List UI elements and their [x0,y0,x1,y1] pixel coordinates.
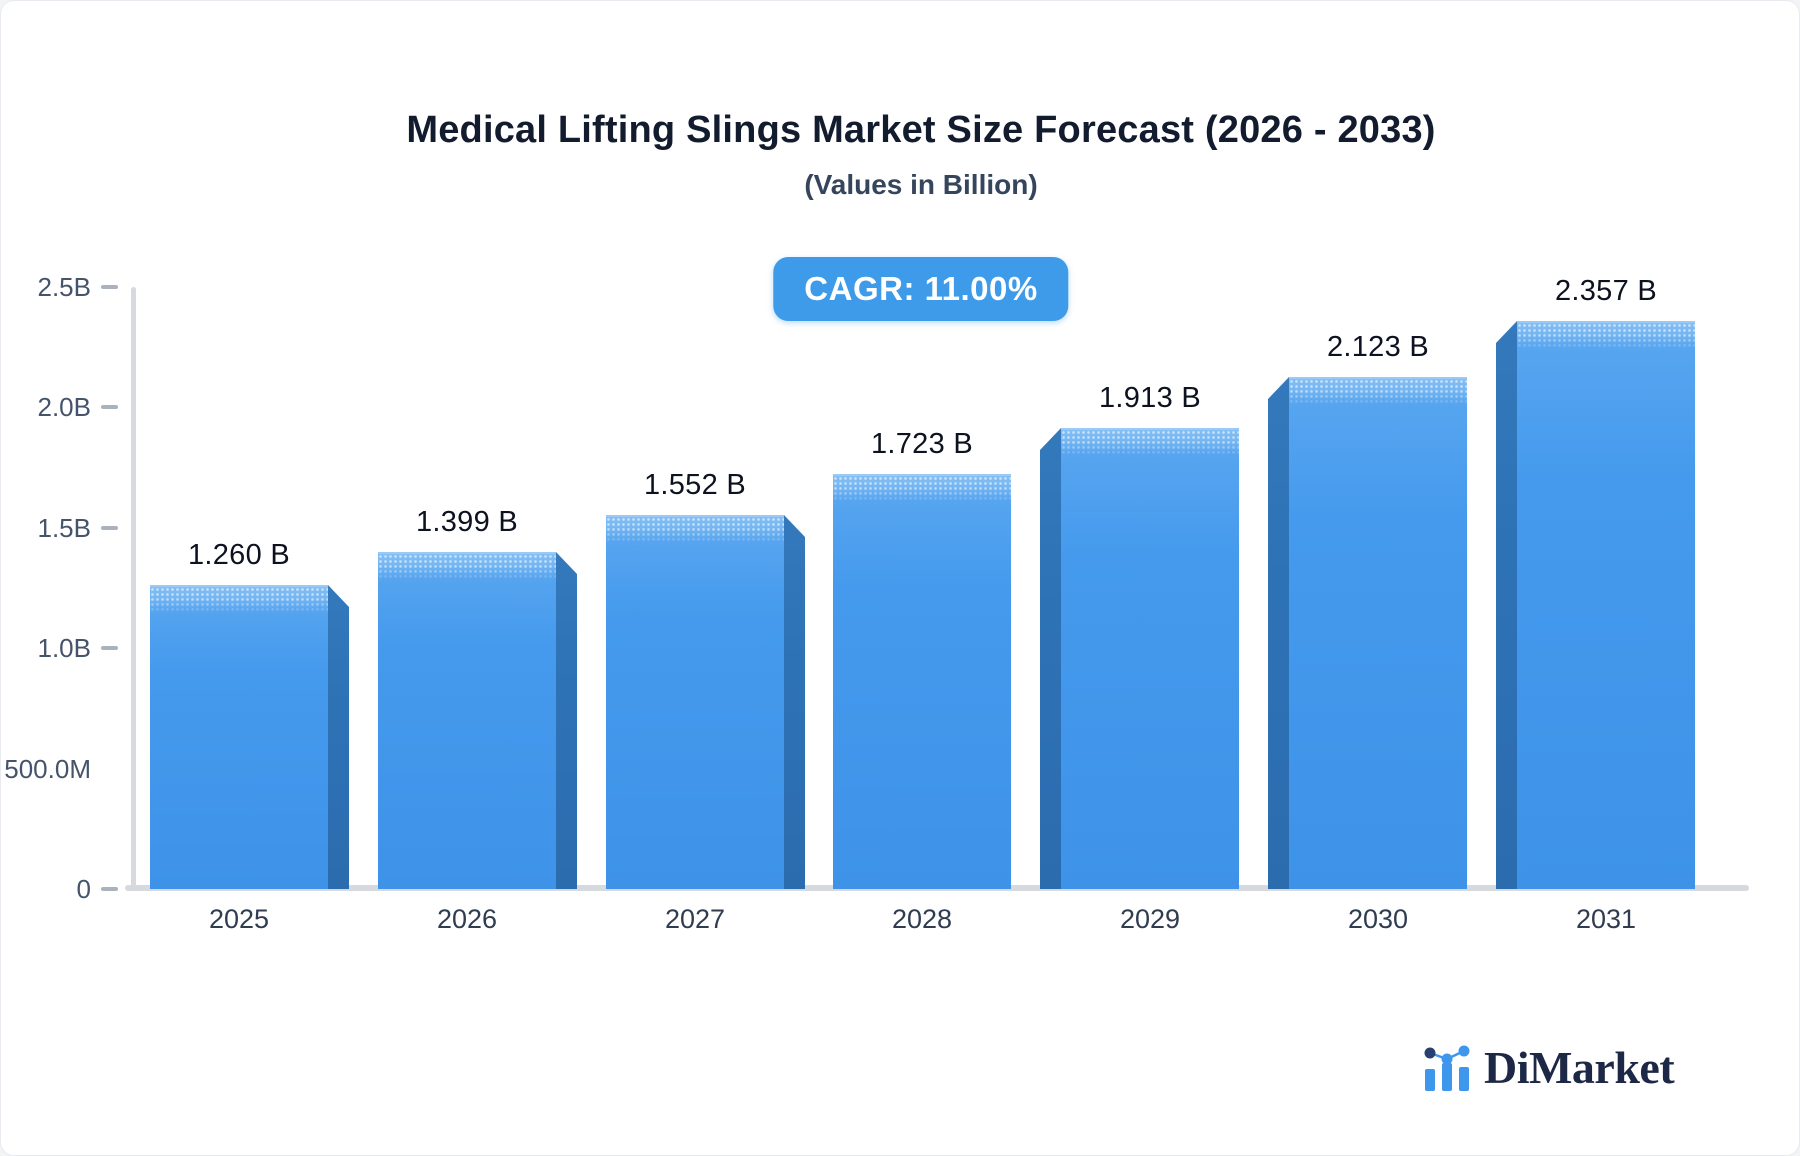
x-axis-label-2030: 2030 [1347,904,1409,934]
chart-title: Medical Lifting Slings Market Size Forec… [406,109,1436,151]
bar-2025[interactable] [150,585,328,889]
y-axis-tick-label: 1.0B [37,633,92,663]
x-axis-label-2031: 2031 [1575,904,1637,934]
bar-value-label: 1.723 B [870,428,974,460]
bar-top-highlight [378,552,556,582]
bar-top-highlight [150,585,328,615]
y-axis-tick-label: 2.5B [37,272,92,302]
x-axis-label-2028: 2028 [891,904,953,934]
bar-2030[interactable] [1289,377,1467,889]
x-axis-label-2027: 2027 [664,904,726,934]
y-axis-tick-mark [101,526,118,530]
bar-value-label: 1.913 B [1098,382,1202,414]
x-axis-label-2026: 2026 [436,904,498,934]
bar-3d-side [556,552,577,889]
bar-value-label: 2.123 B [1326,331,1430,363]
bar-top-highlight [1061,428,1239,458]
y-axis-tick-label: 2.0B [37,392,92,422]
bar-value-label: 2.357 B [1554,275,1658,307]
x-axis-label-2029: 2029 [1119,904,1181,934]
y-axis-tick-label: 500.0M [4,754,91,784]
bar-value-label: 1.399 B [415,506,519,538]
y-axis-tick-mark [101,285,118,289]
y-axis-line [131,287,136,889]
bar-3d-side [1040,428,1061,889]
y-axis-tick-mark [101,405,118,409]
bar-3d-side [784,515,805,889]
bar-2029[interactable] [1061,428,1239,889]
bar-2028[interactable] [833,474,1011,889]
bar-2027[interactable] [606,515,784,889]
bar-2026[interactable] [378,552,556,889]
bar-3d-side [328,585,349,889]
cagr-badge: CAGR: 11.00% [773,257,1069,321]
y-axis-tick-mark [101,646,118,650]
y-axis-tick-label: 1.5B [37,513,92,543]
x-axis-label-2025: 2025 [208,904,270,934]
chart-subtitle: (Values in Billion) [804,169,1038,200]
logo-text: DiMarket [1484,1042,1675,1093]
bar-3d-side [1496,321,1517,889]
y-axis-tick-label: 0 [76,874,91,904]
bar-chart-icon [1424,1045,1470,1091]
y-axis-tick-mark [101,887,118,891]
bar-value-label: 1.552 B [643,469,747,501]
bar-value-label: 1.260 B [187,539,291,571]
logo: DiMarket [1424,1041,1675,1095]
bar-top-highlight [1289,377,1467,407]
bar-top-highlight [606,515,784,545]
bar-top-highlight [833,474,1011,504]
bar-2031[interactable] [1517,321,1695,889]
bar-top-highlight [1517,321,1695,351]
bar-3d-side [1268,377,1289,889]
